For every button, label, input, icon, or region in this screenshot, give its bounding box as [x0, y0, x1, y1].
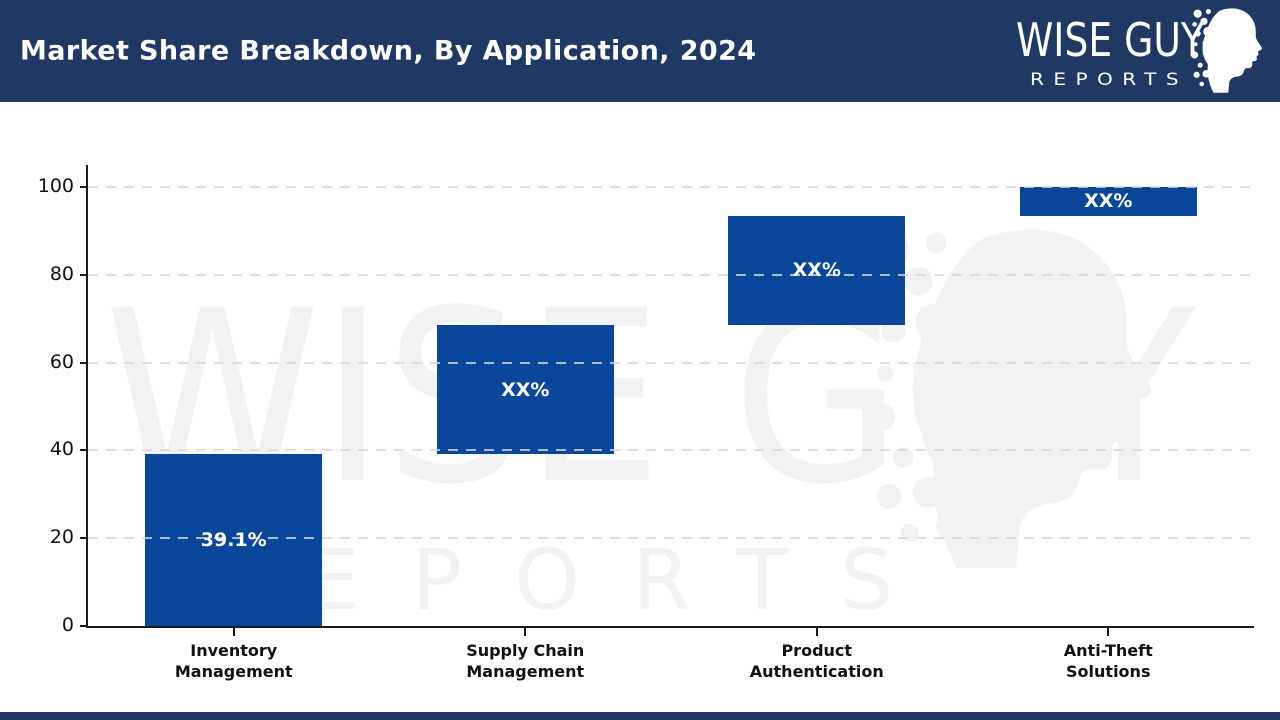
y-axis-spine — [86, 165, 88, 628]
x-tick — [815, 628, 818, 636]
gridline-40 — [88, 449, 1254, 452]
y-tick-0 — [80, 625, 88, 627]
watermark-wordmark: WISE GUY — [104, 260, 1196, 537]
logo-face-icon — [1191, 8, 1262, 93]
bar-segment — [436, 325, 614, 455]
bar-segment — [728, 215, 906, 326]
watermark-subtext: REPORTS — [196, 531, 946, 629]
watermark-face-icon — [866, 229, 1152, 568]
footer-bar — [0, 712, 1280, 720]
y-tick-label-40: 40 — [49, 438, 74, 461]
x-tick — [232, 628, 235, 636]
gridline-100 — [88, 186, 1254, 188]
y-tick-label-80: 80 — [49, 262, 74, 285]
bar-segment — [1019, 187, 1197, 216]
y-tick-80 — [80, 273, 88, 276]
y-tick-20 — [80, 537, 88, 540]
bar-value-label: XX% — [1084, 190, 1133, 213]
y-tick-label-0: 0 — [61, 614, 74, 636]
category-label: Product Authentication — [749, 641, 884, 681]
gridline-80 — [88, 273, 1254, 276]
logo-wordmark: WISE GUY — [1016, 13, 1205, 67]
wise-guy-logo: WISE GUY REPORTS — [1016, 8, 1262, 93]
logo-subtext: REPORTS — [1030, 70, 1188, 90]
bar-value-label: 39.1% — [200, 529, 267, 552]
category-label: Inventory Management — [174, 641, 293, 681]
bar-segment — [145, 454, 323, 626]
gridline-20 — [88, 537, 1254, 540]
bar-value-label: XX% — [501, 378, 550, 401]
y-tick-label-100: 100 — [37, 175, 74, 197]
y-tick-60 — [80, 361, 88, 364]
category-label: Anti-Theft Solutions — [1063, 641, 1153, 681]
gridline-60 — [88, 361, 1254, 364]
category-label: Supply Chain Management — [466, 641, 585, 681]
header-bar: Market Share Breakdown, By Application, … — [0, 0, 1280, 102]
y-tick-40 — [80, 449, 88, 452]
y-tick-100 — [80, 186, 88, 188]
y-tick-label-60: 60 — [49, 350, 74, 373]
chart-title: Market Share Breakdown, By Application, … — [20, 35, 757, 67]
x-tick — [1107, 628, 1110, 636]
x-axis-spine — [86, 626, 1254, 628]
x-tick — [524, 628, 527, 636]
bar-value-label: XX% — [792, 259, 841, 282]
y-tick-label-20: 20 — [49, 526, 74, 549]
